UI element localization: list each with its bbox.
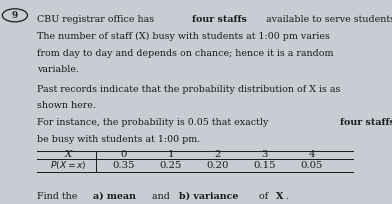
Text: 0.25: 0.25 — [159, 161, 182, 170]
Text: 0.15: 0.15 — [253, 161, 276, 170]
Text: four staffs: four staffs — [339, 118, 392, 127]
Text: .: . — [285, 192, 288, 201]
Text: For instance, the probability is 0.05 that exactly: For instance, the probability is 0.05 th… — [37, 118, 272, 127]
Text: available to serve students.: available to serve students. — [263, 15, 392, 24]
Text: 0: 0 — [120, 150, 127, 160]
Text: a) mean: a) mean — [93, 192, 136, 201]
Text: 1: 1 — [167, 150, 174, 160]
Text: Find the: Find the — [37, 192, 81, 201]
Text: 9: 9 — [12, 11, 18, 20]
Text: from day to day and depends on chance; hence it is a random: from day to day and depends on chance; h… — [37, 49, 334, 58]
Text: and: and — [149, 192, 172, 201]
Text: 2: 2 — [214, 150, 221, 160]
Text: of: of — [256, 192, 271, 201]
Text: Past records indicate that the probability distribution of X is as: Past records indicate that the probabili… — [37, 85, 341, 94]
Text: b) variance: b) variance — [179, 192, 239, 201]
Text: X: X — [276, 192, 283, 201]
Text: be busy with students at 1:00 pm.: be busy with students at 1:00 pm. — [37, 135, 200, 144]
Text: CBU registrar office has: CBU registrar office has — [37, 15, 157, 24]
Text: X: X — [65, 150, 72, 160]
Text: variable.: variable. — [37, 65, 79, 74]
Text: The number of staff (X) busy with students at 1:00 pm varies: The number of staff (X) busy with studen… — [37, 32, 330, 41]
Text: $P(X{=}x)$: $P(X{=}x)$ — [50, 159, 87, 171]
Text: 3: 3 — [261, 150, 268, 160]
Text: four staffs: four staffs — [192, 15, 247, 24]
Text: 0.20: 0.20 — [206, 161, 229, 170]
Text: 0.05: 0.05 — [300, 161, 323, 170]
Text: 0.35: 0.35 — [112, 161, 135, 170]
Text: shown here.: shown here. — [37, 101, 96, 110]
Text: 4: 4 — [309, 150, 315, 160]
